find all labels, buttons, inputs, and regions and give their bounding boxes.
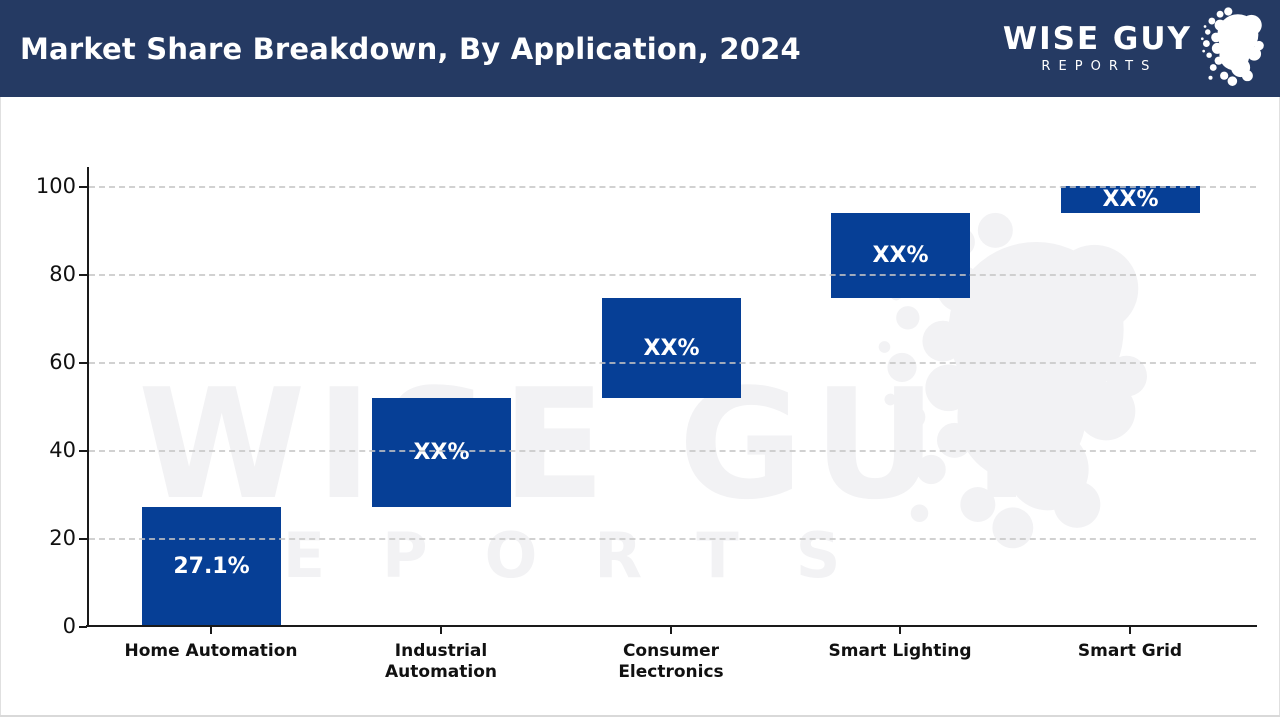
gridline-80 [89, 274, 1256, 276]
x-category-label: Smart Lighting [828, 641, 972, 661]
x-tick-mark [1129, 627, 1131, 634]
watermark-wiseguy-text: WISE GUY [138, 356, 1067, 533]
y-tick-label-80: 80 [49, 262, 76, 286]
wiseguy-face-icon [1196, 6, 1266, 92]
face-dots [878, 212, 1147, 549]
bar-segment: XX% [831, 213, 970, 298]
x-tick-mark [670, 627, 672, 634]
y-axis-spine [87, 167, 89, 627]
x-tick-mark [440, 627, 442, 634]
chart-title: Market Share Breakdown, By Application, … [20, 31, 801, 66]
left-border [0, 97, 1, 717]
bar-value-label: XX% [872, 243, 929, 268]
y-tick-label-60: 60 [49, 350, 76, 374]
y-tick-label-0: 0 [62, 614, 76, 638]
watermark-face-icon [852, 207, 1162, 561]
x-tick-mark [899, 627, 901, 634]
bar-segment: XX% [602, 298, 741, 398]
bar-segment: 27.1% [142, 507, 281, 626]
x-category-label: Industrial Automation [385, 641, 497, 683]
x-tick-mark [210, 627, 212, 634]
y-tick-mark [79, 186, 87, 188]
gridline-20 [89, 538, 1256, 540]
y-tick-label-40: 40 [49, 438, 76, 462]
y-tick-mark [79, 450, 87, 452]
bar-segment: XX% [372, 398, 511, 507]
header: Market Share Breakdown, By Application, … [0, 0, 1280, 97]
bar-value-label: XX% [1102, 187, 1159, 212]
face-dots [1200, 6, 1264, 86]
y-tick-mark [79, 538, 87, 540]
gridline-100 [89, 186, 1256, 188]
y-tick-mark [79, 626, 87, 628]
bottom-border [0, 715, 1280, 717]
y-tick-label-20: 20 [49, 526, 76, 550]
gridline-60 [89, 362, 1256, 364]
logo-wordmark: WISE GUY REPORTS [1002, 21, 1192, 74]
bar-value-label: XX% [643, 335, 700, 361]
x-category-label: Home Automation [124, 641, 298, 661]
chart-area: WISE GUY REPORTS 0 20 40 60 80 100 27.1% Home A… [0, 97, 1280, 720]
logo-wiseguy-text: WISE GUY [1002, 21, 1192, 57]
x-axis-spine [86, 625, 1257, 627]
y-tick-label-100: 100 [35, 174, 76, 198]
bar-value-label: 27.1% [173, 554, 250, 579]
gridline-40 [89, 450, 1256, 452]
wiseguy-logo: WISE GUY REPORTS [1003, 6, 1266, 92]
logo-reports-text: REPORTS [1041, 59, 1158, 74]
bar-value-label: XX% [413, 440, 470, 465]
x-category-label: Smart Grid [1077, 641, 1183, 661]
bar-segment: XX% [1061, 186, 1200, 213]
watermark-reports-text: REPORTS [178, 519, 898, 592]
x-category-label: Consumer Electronics [618, 641, 724, 683]
y-tick-mark [79, 274, 87, 276]
y-tick-mark [79, 362, 87, 364]
